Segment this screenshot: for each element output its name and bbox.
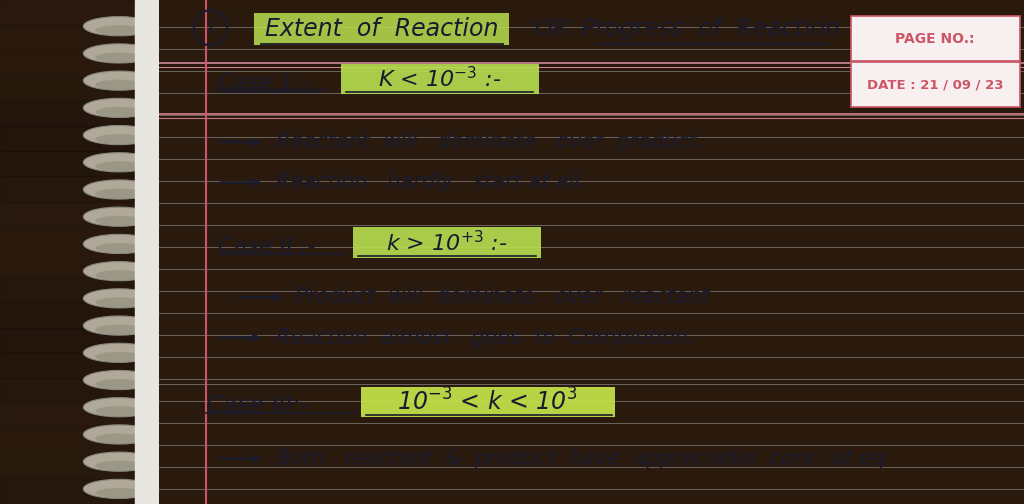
FancyBboxPatch shape bbox=[851, 62, 1020, 107]
Ellipse shape bbox=[95, 352, 142, 362]
FancyBboxPatch shape bbox=[352, 227, 541, 258]
Bar bbox=[0, 277, 159, 302]
Bar bbox=[0, 101, 159, 126]
Bar bbox=[0, 403, 159, 428]
Bar bbox=[0, 227, 159, 252]
Bar bbox=[0, 0, 159, 25]
Ellipse shape bbox=[95, 325, 142, 335]
Text: Extent  of  Reaction: Extent of Reaction bbox=[265, 17, 499, 41]
FancyBboxPatch shape bbox=[254, 13, 509, 45]
Bar bbox=[0, 176, 159, 202]
Ellipse shape bbox=[83, 316, 155, 335]
Ellipse shape bbox=[83, 234, 155, 254]
Text: Case III:-: Case III:- bbox=[206, 394, 309, 418]
Ellipse shape bbox=[95, 188, 142, 199]
Bar bbox=[0, 328, 159, 353]
Ellipse shape bbox=[95, 216, 142, 226]
Ellipse shape bbox=[83, 17, 155, 36]
Text: Case II :-: Case II :- bbox=[217, 237, 315, 257]
Ellipse shape bbox=[83, 44, 155, 63]
Text: Case 1:-: Case 1:- bbox=[217, 73, 309, 93]
Text: Both   reactant  &  product  have  appreciable  conc. at eq: Both reactant & product have appreciable… bbox=[275, 449, 885, 469]
Bar bbox=[0, 302, 159, 328]
Ellipse shape bbox=[95, 134, 142, 144]
Ellipse shape bbox=[95, 461, 142, 471]
Ellipse shape bbox=[95, 488, 142, 498]
Bar bbox=[0, 25, 159, 50]
Text: DATE : 21 / 09 / 23: DATE : 21 / 09 / 23 bbox=[866, 78, 1004, 91]
Ellipse shape bbox=[83, 343, 155, 362]
Ellipse shape bbox=[95, 433, 142, 444]
Ellipse shape bbox=[83, 153, 155, 172]
Ellipse shape bbox=[95, 107, 142, 117]
Ellipse shape bbox=[83, 425, 155, 444]
Ellipse shape bbox=[95, 25, 142, 35]
Text: 2: 2 bbox=[206, 20, 215, 35]
Text: K < 10$^{-3}$ :-: K < 10$^{-3}$ :- bbox=[378, 66, 502, 91]
FancyBboxPatch shape bbox=[361, 387, 614, 417]
Ellipse shape bbox=[83, 207, 155, 226]
Text: 10$^{-3}$ < k < 10$^{3}$: 10$^{-3}$ < k < 10$^{3}$ bbox=[397, 388, 578, 415]
Text: Product  will  dominate   over   reactant: Product will dominate over reactant bbox=[296, 287, 710, 307]
Bar bbox=[0, 126, 159, 151]
Bar bbox=[0, 202, 159, 227]
Ellipse shape bbox=[83, 479, 155, 498]
FancyBboxPatch shape bbox=[341, 64, 539, 94]
Text: PAGE NO.:: PAGE NO.: bbox=[895, 32, 975, 46]
Ellipse shape bbox=[95, 80, 142, 90]
Bar bbox=[0, 454, 159, 479]
Ellipse shape bbox=[83, 370, 155, 390]
Bar bbox=[0, 252, 159, 277]
FancyBboxPatch shape bbox=[851, 16, 1020, 61]
Text: Reaction  almost   goes  to  Completion.: Reaction almost goes to Completion. bbox=[275, 328, 694, 348]
Ellipse shape bbox=[83, 289, 155, 308]
Text: Progress  of  Reaction: Progress of Reaction bbox=[582, 17, 841, 41]
Text: k > 10$^{+3}$ :-: k > 10$^{+3}$ :- bbox=[386, 230, 508, 255]
Bar bbox=[0, 378, 159, 403]
Ellipse shape bbox=[95, 243, 142, 253]
Ellipse shape bbox=[83, 452, 155, 471]
Bar bbox=[135, 0, 159, 504]
Ellipse shape bbox=[83, 98, 155, 117]
Text: 'OR': 'OR' bbox=[529, 19, 575, 39]
Text: Reactant  will   dominate   over  product.: Reactant will dominate over product. bbox=[275, 132, 703, 152]
Ellipse shape bbox=[83, 125, 155, 145]
Text: Reaction   hardly   start at all.: Reaction hardly start at all. bbox=[275, 172, 587, 193]
Ellipse shape bbox=[83, 262, 155, 281]
Bar bbox=[0, 428, 159, 454]
Ellipse shape bbox=[83, 398, 155, 417]
Ellipse shape bbox=[83, 71, 155, 90]
Ellipse shape bbox=[95, 270, 142, 280]
Ellipse shape bbox=[95, 297, 142, 307]
Ellipse shape bbox=[95, 379, 142, 389]
Ellipse shape bbox=[95, 52, 142, 62]
Ellipse shape bbox=[95, 406, 142, 416]
Ellipse shape bbox=[95, 161, 142, 171]
Bar bbox=[0, 353, 159, 378]
Ellipse shape bbox=[83, 180, 155, 199]
Bar bbox=[0, 479, 159, 504]
Bar bbox=[0, 151, 159, 176]
Bar bbox=[0, 50, 159, 76]
Bar bbox=[0, 76, 159, 101]
